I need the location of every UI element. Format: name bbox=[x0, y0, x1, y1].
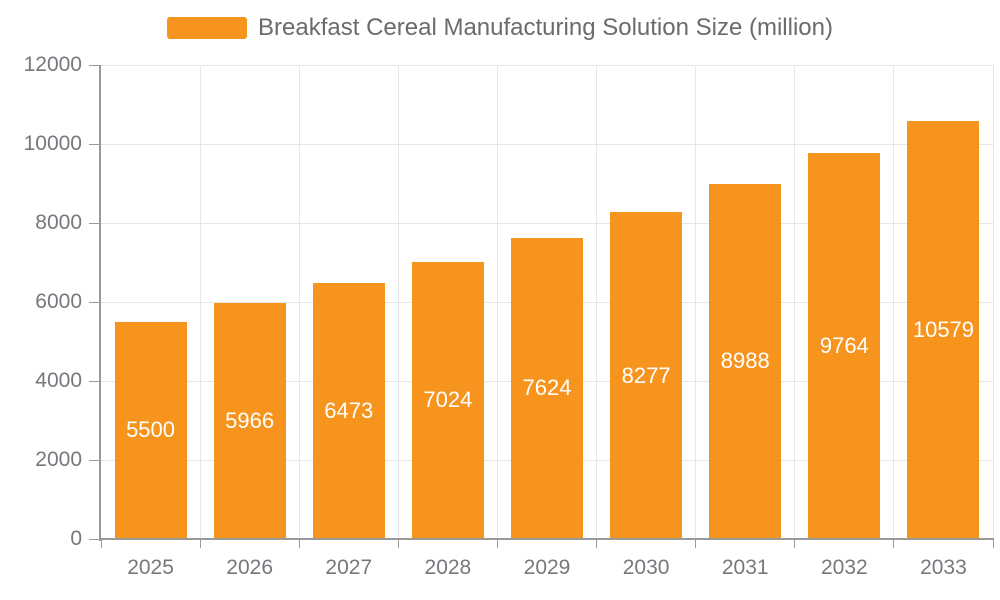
vertical-gridline bbox=[992, 65, 994, 539]
y-axis-tick bbox=[89, 64, 101, 66]
vertical-gridline bbox=[199, 65, 201, 539]
vertical-gridline bbox=[893, 65, 895, 539]
x-axis-tick bbox=[695, 538, 697, 548]
y-axis-tick bbox=[89, 222, 101, 224]
x-axis-label: 2031 bbox=[721, 556, 769, 579]
y-axis-tick bbox=[89, 301, 101, 303]
horizontal-gridline bbox=[101, 222, 993, 224]
x-axis-tick bbox=[893, 538, 895, 548]
x-axis-label: 2032 bbox=[820, 556, 868, 579]
bar[interactable] bbox=[511, 237, 583, 539]
y-axis-label: 4000 bbox=[35, 369, 82, 392]
y-axis-label: 0 bbox=[70, 527, 82, 550]
legend-label: Breakfast Cereal Manufacturing Solution … bbox=[258, 14, 833, 41]
bar[interactable] bbox=[312, 283, 385, 539]
x-axis-label: 2030 bbox=[622, 556, 670, 579]
y-axis-label: 12000 bbox=[23, 53, 82, 76]
bar[interactable] bbox=[808, 153, 881, 539]
vertical-gridline bbox=[794, 65, 796, 539]
bar[interactable] bbox=[114, 321, 187, 539]
chart-legend[interactable]: Breakfast Cereal Manufacturing Solution … bbox=[167, 14, 833, 42]
x-axis-tick bbox=[397, 538, 399, 548]
bar[interactable] bbox=[709, 183, 782, 539]
x-axis-tick bbox=[100, 538, 102, 548]
y-axis-label: 2000 bbox=[35, 448, 82, 471]
bar[interactable] bbox=[610, 212, 683, 539]
x-axis-label: 2025 bbox=[127, 556, 174, 579]
bar[interactable] bbox=[213, 303, 286, 539]
x-axis-line bbox=[99, 538, 994, 540]
x-axis-label: 2027 bbox=[325, 556, 373, 579]
y-axis-line bbox=[99, 65, 101, 541]
x-axis-tick bbox=[496, 538, 498, 548]
y-axis-tick bbox=[89, 538, 101, 540]
y-axis-tick bbox=[89, 380, 101, 382]
x-axis-label: 2028 bbox=[424, 556, 472, 579]
vertical-gridline bbox=[298, 65, 300, 539]
x-axis-tick bbox=[298, 538, 300, 548]
x-axis-label: 2029 bbox=[523, 556, 571, 579]
x-axis-label: 2026 bbox=[226, 556, 274, 579]
y-axis-tick bbox=[89, 143, 101, 145]
y-axis-tick bbox=[89, 459, 101, 461]
x-axis-tick bbox=[596, 538, 598, 548]
horizontal-gridline bbox=[101, 143, 993, 145]
vertical-gridline bbox=[596, 65, 598, 539]
x-axis-tick bbox=[794, 538, 796, 548]
bar[interactable] bbox=[907, 121, 980, 539]
vertical-gridline bbox=[496, 65, 498, 539]
x-axis-tick bbox=[992, 538, 994, 548]
horizontal-gridline bbox=[101, 64, 993, 66]
vertical-gridline bbox=[695, 65, 697, 539]
vertical-gridline bbox=[397, 65, 399, 539]
legend-swatch-icon bbox=[167, 17, 248, 39]
y-axis-label: 6000 bbox=[35, 290, 82, 313]
bar[interactable] bbox=[411, 261, 484, 539]
y-axis-label: 8000 bbox=[35, 211, 82, 234]
y-axis-label: 10000 bbox=[23, 132, 82, 155]
x-axis-label: 2033 bbox=[920, 556, 967, 579]
x-axis-tick bbox=[199, 538, 201, 548]
